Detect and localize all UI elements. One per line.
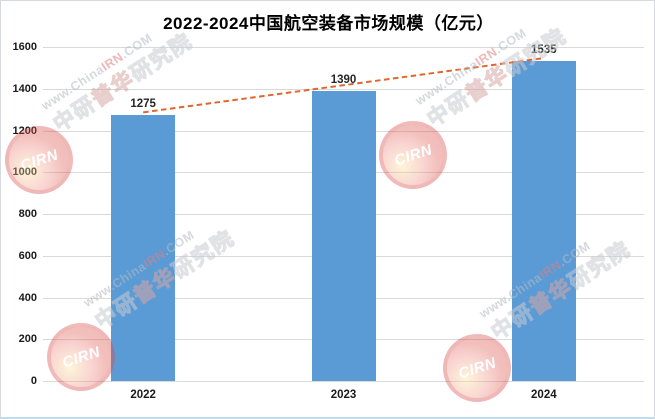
y-axis-tick-1000: 1000: [12, 166, 37, 179]
x-axis-label-2022: 2022: [130, 389, 156, 401]
bar-2022: [111, 114, 176, 381]
x-axis-label-2024: 2024: [531, 389, 557, 401]
y-axis-tick-200: 200: [18, 333, 37, 346]
y-axis-tick-400: 400: [18, 291, 37, 304]
x-axis-label-2023: 2023: [330, 389, 357, 401]
y-axis-tick-1200: 1200: [12, 124, 37, 137]
bar-2024: [511, 60, 576, 381]
y-axis-tick-600: 600: [18, 249, 37, 262]
data-label-2024: 1535: [531, 43, 557, 56]
data-label-2023: 1390: [330, 73, 357, 86]
bar-2023: [311, 90, 376, 381]
y-axis-tick-0: 0: [30, 375, 37, 387]
y-axis-tick-800: 800: [18, 208, 37, 220]
y-axis-tick-1600: 1600: [12, 41, 37, 53]
chart-title: 2022-2024中国航空装备市场规模（亿元）: [163, 14, 494, 33]
gridline-1600: [43, 47, 644, 48]
y-axis-tick-1400: 1400: [12, 82, 37, 95]
data-label-2022: 1275: [130, 97, 156, 110]
gridline-0: [43, 381, 644, 382]
